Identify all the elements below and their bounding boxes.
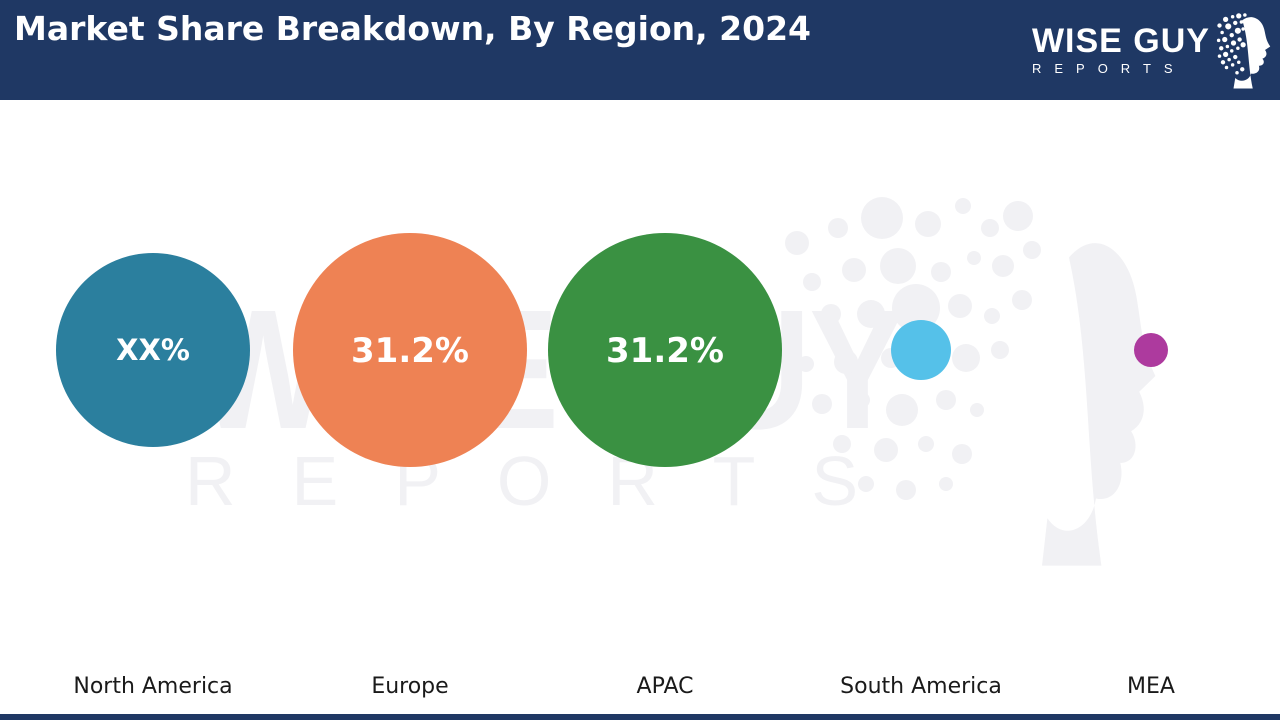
logo-subtitle: REPORTS <box>1031 61 1186 76</box>
bubble-circle-north-america <box>56 253 250 447</box>
bubble-apac: 31.2% <box>548 233 782 467</box>
category-label-mea: MEA <box>1127 674 1175 699</box>
watermark-subtitle: REPORTS <box>185 442 914 520</box>
bubble-circle-europe <box>293 233 527 467</box>
watermark-logo: WISE GUY REPORTS <box>185 197 1156 566</box>
bubble-mea <box>1134 333 1168 367</box>
bubble-value-apac: 31.2% <box>606 331 724 371</box>
header-bar: Market Share Breakdown, By Region, 2024 … <box>0 0 1280 100</box>
logo-wordmark: WISE GUY <box>1031 22 1210 60</box>
bubble-value-europe: 31.2% <box>351 331 469 371</box>
bubble-circle-mea <box>1134 333 1168 367</box>
bubble-circle-south-america <box>891 320 951 380</box>
watermark-dots <box>783 197 1041 500</box>
watermark-face <box>1042 243 1156 566</box>
logo-face-icon <box>1216 13 1271 89</box>
category-label-north-america: North America <box>73 674 232 699</box>
bubble-south-america <box>891 320 951 380</box>
bubble-europe: 31.2% <box>293 233 527 467</box>
logo-text: WISE GUY REPORTS <box>1032 23 1210 77</box>
category-label-apac: APAC <box>637 674 694 699</box>
bubble-value-north-america: XX% <box>116 333 190 367</box>
chart-area: WISE GUY REPORTS XX% 31.2% 31.2% <box>0 100 1280 714</box>
bubble-north-america: XX% <box>56 253 250 447</box>
bubble-chart: WISE GUY REPORTS XX% 31.2% 31.2% <box>56 197 1175 699</box>
page-title: Market Share Breakdown, By Region, 2024 <box>14 9 811 48</box>
category-label-south-america: South America <box>840 674 1002 699</box>
wise-guy-logo: WISE GUY REPORTS <box>1032 10 1272 90</box>
category-label-europe: Europe <box>371 674 448 699</box>
bubble-circle-apac <box>548 233 782 467</box>
footer-bar <box>0 714 1280 720</box>
category-labels: North America Europe APAC South America … <box>73 674 1175 699</box>
